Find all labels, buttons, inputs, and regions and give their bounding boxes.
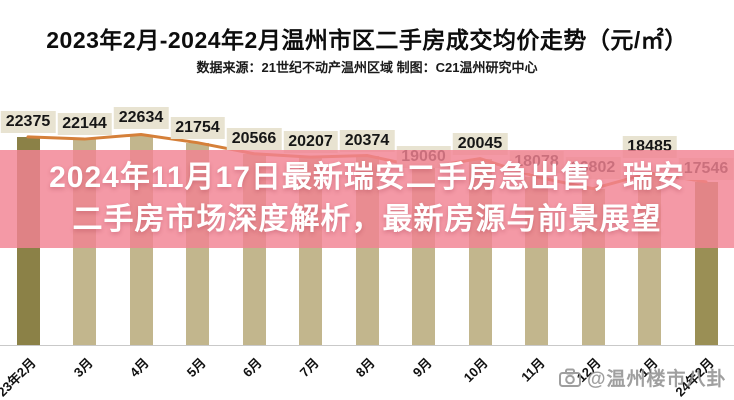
x-axis-line <box>0 345 734 346</box>
value-label-5月: 21754 <box>170 116 225 139</box>
chart-title: 2023年2月-2024年2月温州市区二手房成交均价走势（元/㎡） <box>46 27 688 53</box>
value-label-8月: 20374 <box>339 129 395 152</box>
chart-source-note: 数据来源：21世纪不动产温州区域 制图：C21温州研究中心 <box>196 60 538 75</box>
value-label-4月: 22634 <box>113 106 169 129</box>
value-label-10月: 20045 <box>452 132 508 155</box>
value-label-7月: 20207 <box>283 131 338 154</box>
headline-overlay-banner: 2024年11月17日最新瑞安二手房急出售，瑞安 二手房市场深度解析，最新房源与… <box>0 150 734 248</box>
headline-line-1: 2024年11月17日最新瑞安二手房急出售，瑞安 <box>49 161 685 194</box>
chart-header: 2023年2月-2024年2月温州市区二手房成交均价走势（元/㎡） 数据来源：2… <box>0 0 734 76</box>
headline-line-2: 二手房市场深度解析，最新房源与前景展望 <box>72 203 662 236</box>
value-label-3月: 22144 <box>57 113 112 136</box>
value-label-6月: 20566 <box>226 127 282 150</box>
value-label-23年2月: 22375 <box>0 110 56 133</box>
camera-icon <box>559 368 581 387</box>
watermark: @温州楼市八卦 <box>558 364 727 391</box>
watermark-handle: @温州楼市八卦 <box>587 369 727 390</box>
